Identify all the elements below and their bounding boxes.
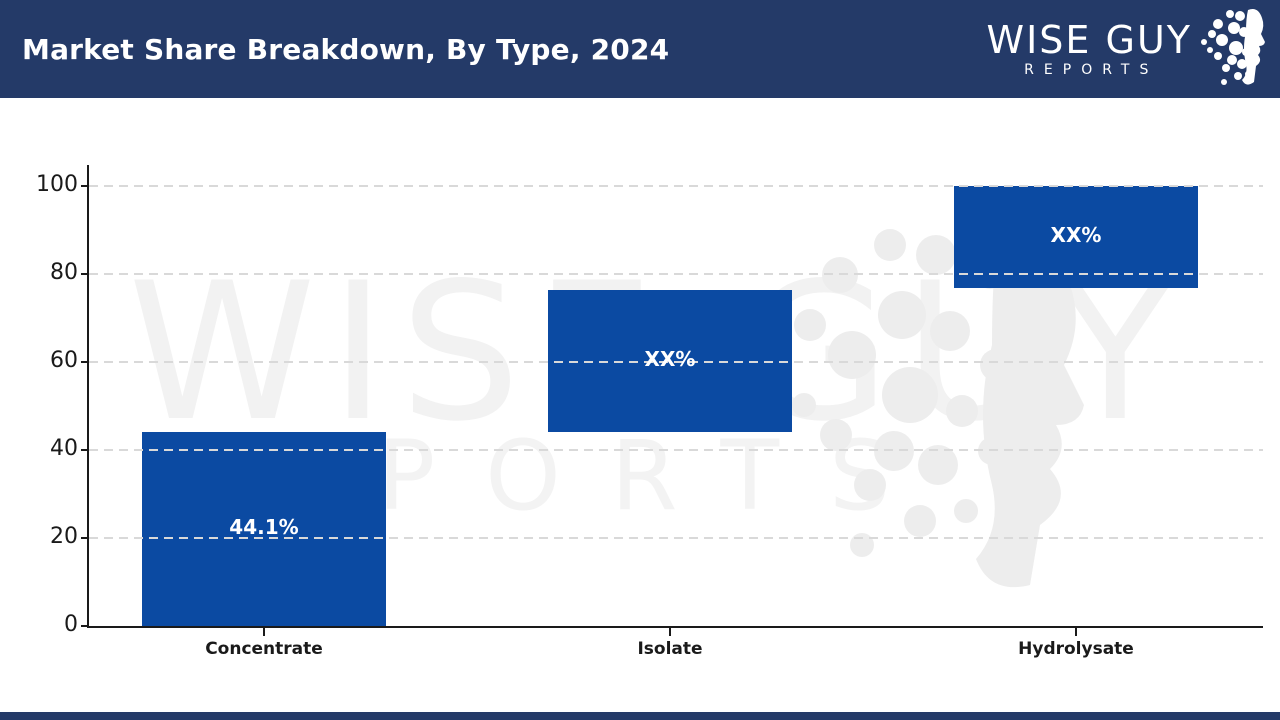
logo-wordmark: WISE GUY (986, 17, 1192, 62)
y-axis-tick-label: 40 (50, 436, 78, 461)
gridline-y40 (89, 449, 1263, 451)
y-axis-tick (81, 449, 88, 451)
y-axis-tick (81, 185, 88, 187)
y-axis-tick-label: 80 (50, 260, 78, 285)
y-axis-tick (81, 537, 88, 539)
y-axis-tick-label: 60 (50, 348, 78, 373)
y-axis-tick (81, 361, 88, 363)
page-title: Market Share Breakdown, By Type, 2024 (22, 32, 670, 66)
y-axis-tick (81, 625, 88, 627)
x-axis-category-label: Isolate (637, 639, 703, 659)
y-axis-tick-label: 20 (50, 524, 78, 549)
logo-subtitle: REPORTS (1024, 61, 1159, 78)
bar-value-label: XX% (644, 347, 696, 372)
x-axis-tick (1075, 628, 1077, 636)
x-axis-line (87, 626, 1263, 628)
x-axis-tick (669, 628, 671, 636)
gridline-y80 (89, 273, 1263, 275)
header: Market Share Breakdown, By Type, 2024 WI… (0, 0, 1280, 98)
bar-hydrolysate (954, 186, 1198, 288)
logo-text: WISE GUY REPORTS (987, 21, 1192, 78)
bar-value-label: 44.1% (229, 514, 299, 539)
bar-value-label: XX% (1050, 222, 1102, 247)
gridline-y60 (89, 361, 1263, 363)
logo: WISE GUY REPORTS (987, 4, 1266, 94)
footer-bar (0, 712, 1280, 720)
logo-face-icon (1201, 9, 1265, 85)
gridline-y100 (89, 185, 1263, 187)
gridline-y20 (89, 537, 1263, 539)
bar-concentrate (142, 431, 386, 626)
x-axis-tick (263, 628, 265, 636)
x-axis-category-label: Hydrolysate (1018, 639, 1134, 659)
x-axis-category-label: Concentrate (205, 639, 323, 659)
y-axis-line (87, 165, 89, 628)
watermark-face-icon (768, 229, 1084, 588)
y-axis-tick-label: 0 (64, 612, 78, 637)
y-axis-tick-label: 100 (36, 172, 78, 197)
y-axis-tick (81, 273, 88, 275)
